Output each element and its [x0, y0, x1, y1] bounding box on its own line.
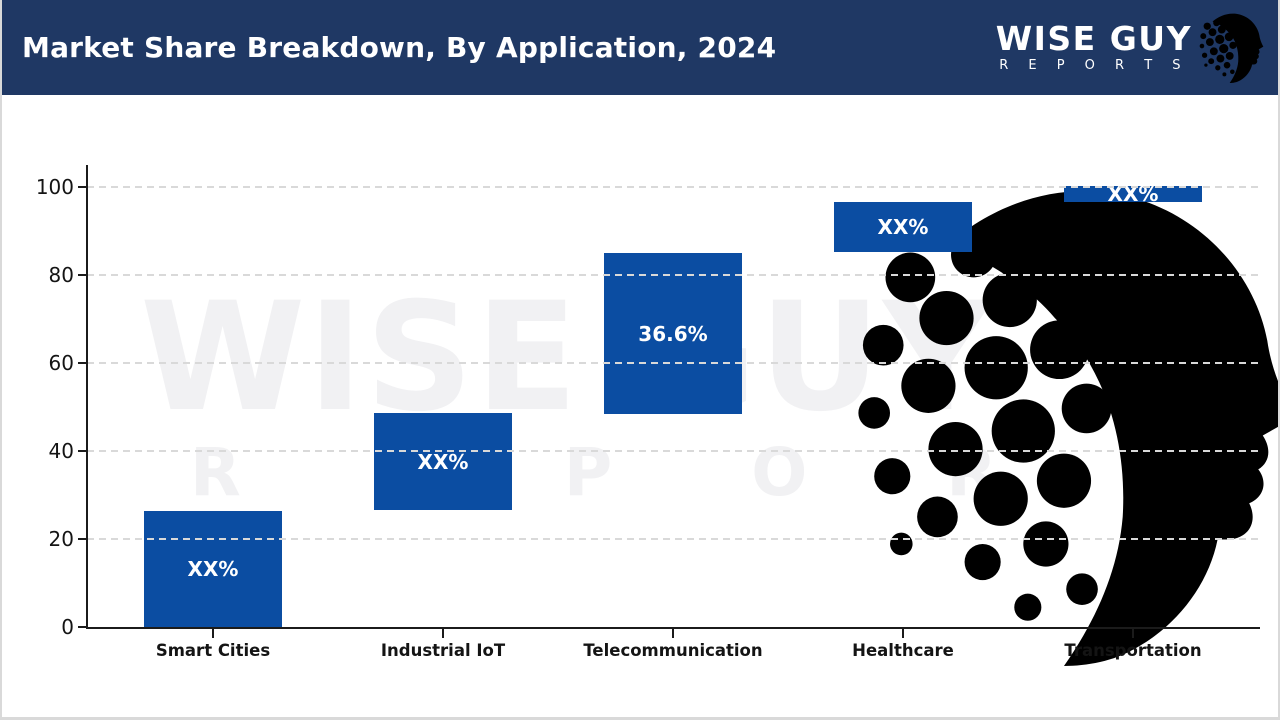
- x-tick-mark-industrial-iot: [442, 629, 444, 638]
- y-tick-mark-80: [78, 274, 87, 276]
- brand-logo: WISE GUY R E P O R T S: [996, 11, 1268, 85]
- brand-wordmark: WISE GUY R E P O R T S: [995, 18, 1192, 74]
- bar-telecommunication: 36.6%: [604, 253, 742, 415]
- chart-title: Market Share Breakdown, By Application, …: [22, 31, 777, 64]
- bar-value-label-industrial-iot: XX%: [417, 449, 469, 474]
- y-tick-mark-60: [78, 362, 87, 364]
- x-axis-category-label-smart-cities: Smart Cities: [155, 641, 271, 660]
- y-tick-mark-100: [78, 186, 87, 188]
- x-axis-category-label-industrial-iot: Industrial IoT: [380, 641, 506, 660]
- x-axis-category-label-transportation: Transportation: [1064, 641, 1202, 660]
- chart-header: Market Share Breakdown, By Application, …: [2, 0, 1278, 95]
- x-tick-mark-smart-cities: [212, 629, 214, 638]
- watermark-text-primary: WISE GUY: [140, 271, 994, 445]
- x-tick-mark-telecommunication: [672, 629, 674, 638]
- watermark-face-icon: [847, 178, 1280, 675]
- bar-value-label-telecommunication: 36.6%: [638, 321, 708, 346]
- x-tick-mark-transportation: [1132, 629, 1134, 638]
- y-tick-label-80: 80: [48, 263, 74, 287]
- y-tick-label-20: 20: [48, 527, 74, 551]
- bar-transportation: XX%: [1064, 182, 1202, 206]
- gridline-80: [87, 274, 1260, 276]
- gridline-100: [87, 186, 1260, 188]
- gridline-40: [87, 450, 1260, 452]
- y-tick-label-100: 100: [35, 175, 74, 199]
- bar-healthcare: XX%: [834, 201, 972, 253]
- y-tick-mark-40: [78, 450, 87, 452]
- gridline-60: [87, 362, 1260, 364]
- y-tick-label-0: 0: [61, 615, 74, 639]
- brand-face-icon: [1198, 11, 1264, 85]
- y-axis-spine: [86, 165, 88, 629]
- y-tick-label-40: 40: [48, 439, 74, 463]
- x-axis-category-label-telecommunication: Telecommunication: [583, 641, 763, 660]
- bar-value-label-healthcare: XX%: [877, 215, 929, 240]
- bar-value-label-smart-cities: XX%: [187, 556, 239, 581]
- x-axis-spine: [86, 627, 1260, 629]
- x-axis-category-label-healthcare: Healthcare: [852, 641, 954, 660]
- x-tick-mark-healthcare: [902, 629, 904, 638]
- y-tick-label-60: 60: [48, 351, 74, 375]
- y-tick-mark-0: [78, 626, 87, 628]
- bar-industrial-iot: XX%: [374, 413, 512, 510]
- brand-name: WISE GUY: [995, 18, 1192, 58]
- brand-subtitle: R E P O R T S: [999, 58, 1189, 74]
- gridline-20: [87, 538, 1260, 540]
- y-tick-mark-20: [78, 538, 87, 540]
- bar-smart-cities: XX%: [144, 510, 282, 627]
